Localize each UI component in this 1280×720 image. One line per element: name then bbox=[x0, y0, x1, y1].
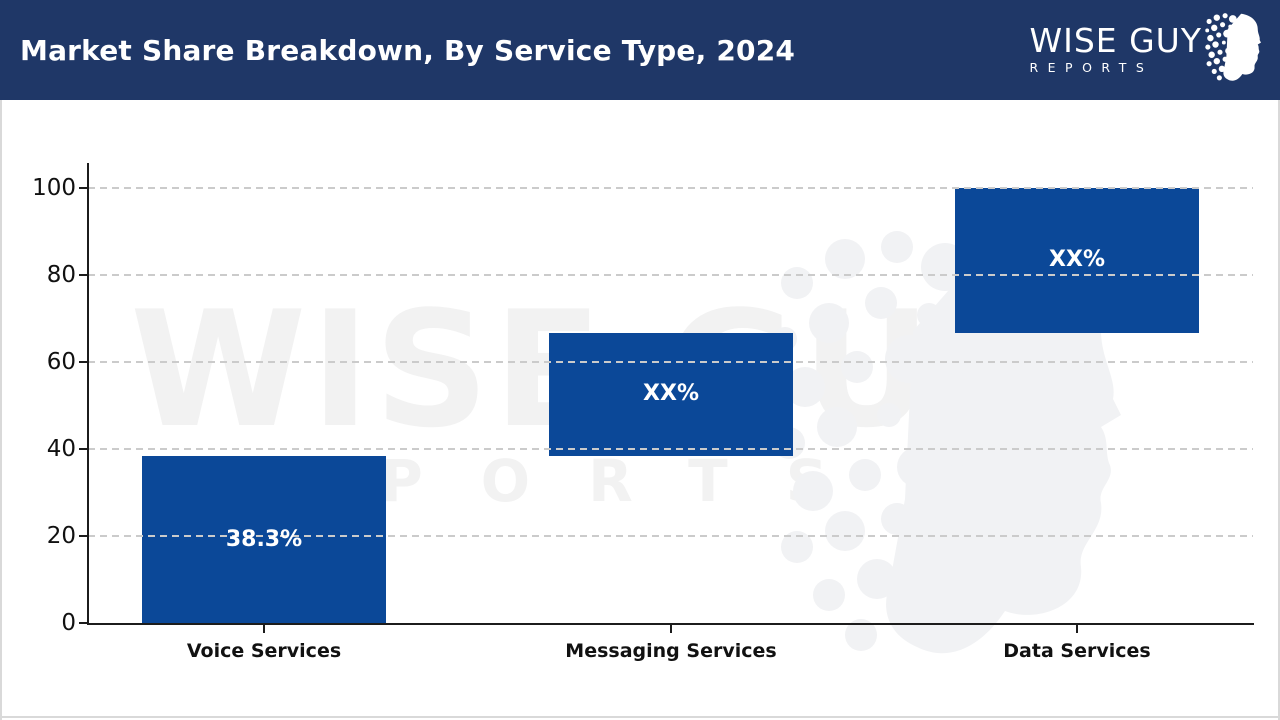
chart-area: WISE GUY REPORTS 38.3%XX%XX%020406080100… bbox=[0, 100, 1280, 720]
gridline-20 bbox=[88, 534, 1253, 537]
bar-value-label: 38.3% bbox=[225, 526, 303, 552]
logo-wordmark: WISE GUY bbox=[1029, 20, 1202, 60]
y-tick-mark bbox=[79, 447, 87, 450]
y-tick-label: 80 bbox=[46, 261, 76, 288]
logo-face-icon bbox=[1205, 13, 1261, 81]
y-tick-label: 0 bbox=[61, 610, 76, 636]
bar-value-label: XX% bbox=[1049, 247, 1105, 272]
y-tick-mark bbox=[79, 273, 87, 276]
bar-data-services bbox=[955, 187, 1199, 333]
y-axis-spine bbox=[87, 163, 89, 625]
wise-guy-logo: WISE GUY REPORTS bbox=[1029, 7, 1268, 91]
gridline-60 bbox=[88, 360, 1253, 363]
page-border-bottom bbox=[0, 716, 1280, 718]
x-axis-spine bbox=[87, 623, 1254, 625]
logo-text: WISE GUY REPORTS bbox=[1029, 20, 1202, 76]
header: Market Share Breakdown, By Service Type,… bbox=[0, 0, 1280, 100]
page-title: Market Share Breakdown, By Service Type,… bbox=[20, 33, 796, 67]
bar-voice-services bbox=[142, 456, 386, 623]
y-tick-label: 100 bbox=[32, 174, 76, 201]
page-border-right bbox=[1278, 100, 1280, 720]
x-tick-mark bbox=[670, 625, 672, 633]
y-tick-label: 20 bbox=[46, 522, 76, 549]
y-tick-mark bbox=[79, 622, 87, 624]
category-label-2: Messaging Services bbox=[565, 640, 777, 662]
y-tick-mark bbox=[79, 534, 87, 537]
page-border-left bbox=[0, 100, 2, 720]
gridline-100 bbox=[88, 186, 1253, 189]
y-tick-mark bbox=[79, 360, 87, 363]
category-label-1: Voice Services bbox=[186, 640, 342, 662]
x-tick-mark bbox=[263, 625, 265, 633]
bar-messaging-services bbox=[549, 332, 793, 457]
y-tick-label: 40 bbox=[46, 435, 76, 462]
y-tick-label: 60 bbox=[46, 348, 76, 375]
category-label-3: Data Services bbox=[1003, 640, 1151, 662]
gridline-80 bbox=[88, 273, 1253, 276]
y-tick-mark bbox=[79, 186, 87, 189]
bar-value-label: XX% bbox=[643, 381, 699, 407]
gridline-40 bbox=[88, 447, 1253, 450]
x-tick-mark bbox=[1076, 625, 1078, 633]
logo-subtitle: REPORTS bbox=[1029, 60, 1154, 76]
